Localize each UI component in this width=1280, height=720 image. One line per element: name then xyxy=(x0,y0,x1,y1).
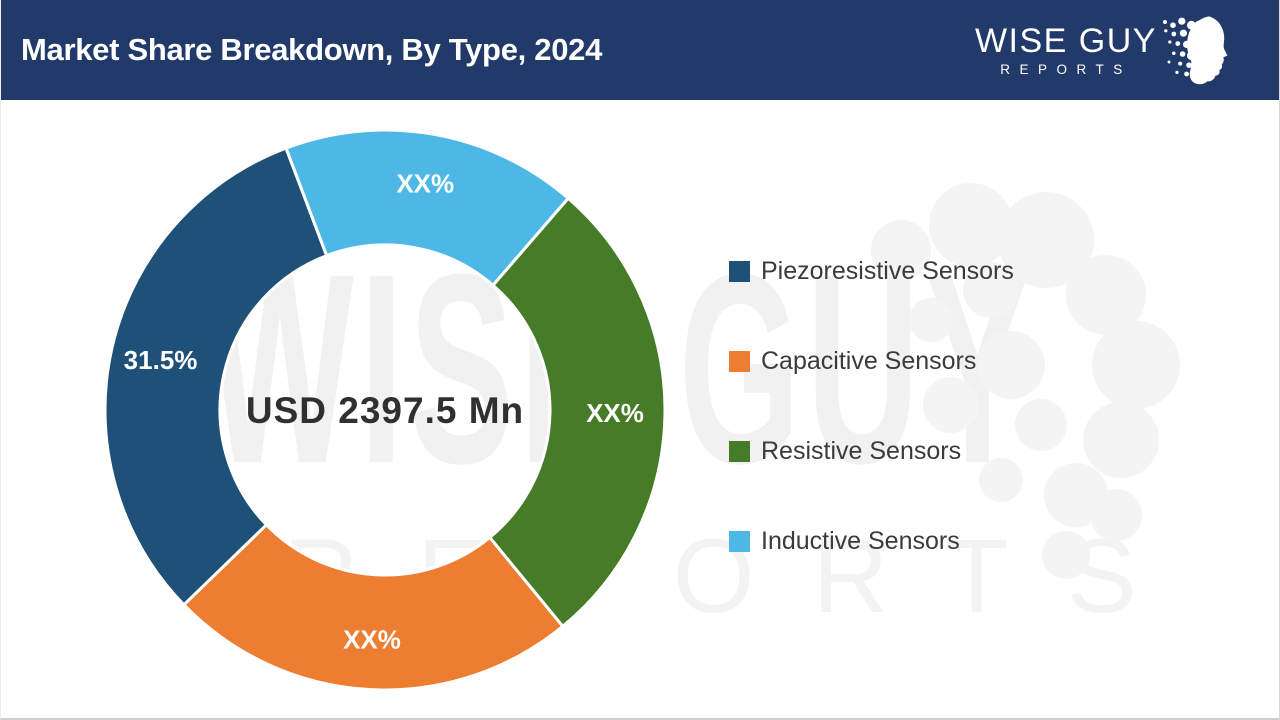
legend-label: Piezoresistive Sensors xyxy=(761,257,1014,285)
slice-label: XX% xyxy=(396,169,454,199)
legend-label: Inductive Sensors xyxy=(761,527,960,555)
brand-face-icon xyxy=(1163,16,1228,85)
slice-label: XX% xyxy=(343,625,401,655)
legend-swatch xyxy=(729,351,750,372)
page-title: Market Share Breakdown, By Type, 2024 xyxy=(21,32,603,67)
donut-slice-piezoresistive-sensors xyxy=(103,146,329,607)
legend-swatch xyxy=(729,441,750,462)
legend-label: Resistive Sensors xyxy=(761,437,962,465)
legend-label: Capacitive Sensors xyxy=(761,347,977,375)
legend-item: Piezoresistive Sensors xyxy=(729,257,1014,285)
donut-chart: 31.5% XX% XX% XX% USD 2397.5 Mn xyxy=(103,128,667,692)
watermark-face-dots xyxy=(871,183,1180,579)
donut-slice-inductive-sensors xyxy=(284,128,571,288)
legend-swatch xyxy=(729,261,750,282)
legend-item: Resistive Sensors xyxy=(729,437,1014,465)
brand-subtitle: REPORTS xyxy=(1000,61,1132,77)
slice-label: XX% xyxy=(586,398,644,428)
legend-item: Inductive Sensors xyxy=(729,527,1014,555)
slice-label: 31.5% xyxy=(124,345,198,375)
donut-center-value: USD 2397.5 Mn xyxy=(246,390,524,431)
legend-swatch xyxy=(729,531,750,552)
header-bar: Market Share Breakdown, By Type, 2024 WI… xyxy=(1,0,1279,100)
donut-slice-resistive-sensors xyxy=(487,196,667,629)
brand-name: WISE GUY xyxy=(974,21,1157,60)
legend-item: Capacitive Sensors xyxy=(729,347,1014,375)
chart-legend: Piezoresistive Sensors Capacitive Sensors… xyxy=(729,257,1014,618)
donut-slice-capacitive-sensors xyxy=(181,522,565,692)
brand-logo-text: WISE GUY REPORTS xyxy=(975,24,1157,77)
brand-logo: WISE GUY REPORTS xyxy=(975,6,1229,94)
